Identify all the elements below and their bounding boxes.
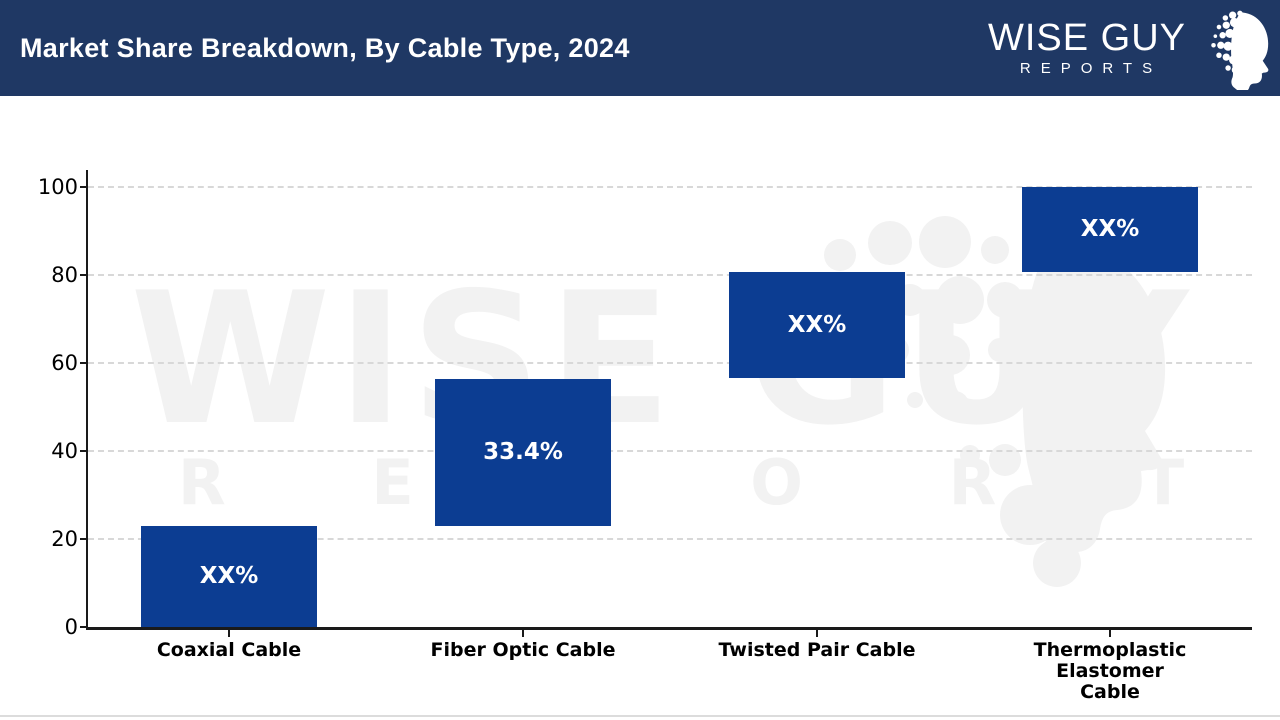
header-bar: Market Share Breakdown, By Cable Type, 2… bbox=[0, 0, 1280, 96]
ytick-mark-80 bbox=[80, 274, 88, 276]
ytick-mark-100 bbox=[80, 186, 88, 188]
bar-value-label-1: 33.4% bbox=[483, 439, 563, 466]
ytick-label-100: 100 bbox=[37, 175, 78, 199]
xtick-mark-2 bbox=[816, 630, 818, 637]
x-axis-line bbox=[86, 627, 1252, 630]
y-axis-line bbox=[86, 170, 88, 630]
gridline-y100 bbox=[88, 186, 1252, 188]
bar-value-label-2: XX% bbox=[787, 312, 847, 339]
ytick-label-40: 40 bbox=[51, 439, 78, 463]
bar-value-label-0: XX% bbox=[199, 563, 259, 590]
ytick-label-20: 20 bbox=[51, 527, 78, 551]
brand-logo-line2: REPORTS bbox=[1019, 60, 1163, 77]
bar-1: 33.4% bbox=[435, 378, 611, 526]
brand-logo: WISE GUY REPORTS bbox=[988, 0, 1270, 96]
ytick-label-60: 60 bbox=[51, 351, 78, 375]
ytick-label-80: 80 bbox=[51, 263, 78, 287]
watermark-head-icon bbox=[824, 216, 1166, 587]
xtick-mark-3 bbox=[1109, 630, 1111, 637]
xtick-mark-0 bbox=[228, 630, 230, 637]
gridline-y60 bbox=[88, 362, 1252, 364]
gridline-y40 bbox=[88, 450, 1252, 452]
brand-head-icon bbox=[1211, 10, 1269, 90]
ytick-label-0: 0 bbox=[64, 615, 78, 639]
brand-logo-text: WISE GUY REPORTS bbox=[988, 19, 1186, 77]
gridline-y80 bbox=[88, 274, 1252, 276]
ytick-mark-40 bbox=[80, 450, 88, 452]
xtick-label-2: Twisted Pair Cable bbox=[718, 639, 916, 661]
page-title: Market Share Breakdown, By Cable Type, 2… bbox=[20, 32, 630, 63]
bar-0: XX% bbox=[141, 525, 317, 627]
xtick-label-3: Thermoplastic Elastomer Cable bbox=[1033, 639, 1187, 703]
brand-logo-line1: WISE GUY bbox=[987, 17, 1186, 59]
xtick-label-1: Fiber Optic Cable bbox=[430, 639, 616, 661]
ytick-mark-20 bbox=[80, 538, 88, 540]
bar-value-label-3: XX% bbox=[1080, 216, 1140, 243]
bar-3: XX% bbox=[1022, 187, 1198, 272]
ytick-mark-60 bbox=[80, 362, 88, 364]
xtick-label-0: Coaxial Cable bbox=[156, 639, 302, 661]
bar-2: XX% bbox=[729, 272, 905, 378]
gridline-y20 bbox=[88, 538, 1252, 540]
bottom-divider bbox=[0, 715, 1280, 717]
xtick-mark-1 bbox=[522, 630, 524, 637]
ytick-mark-0 bbox=[80, 626, 88, 628]
